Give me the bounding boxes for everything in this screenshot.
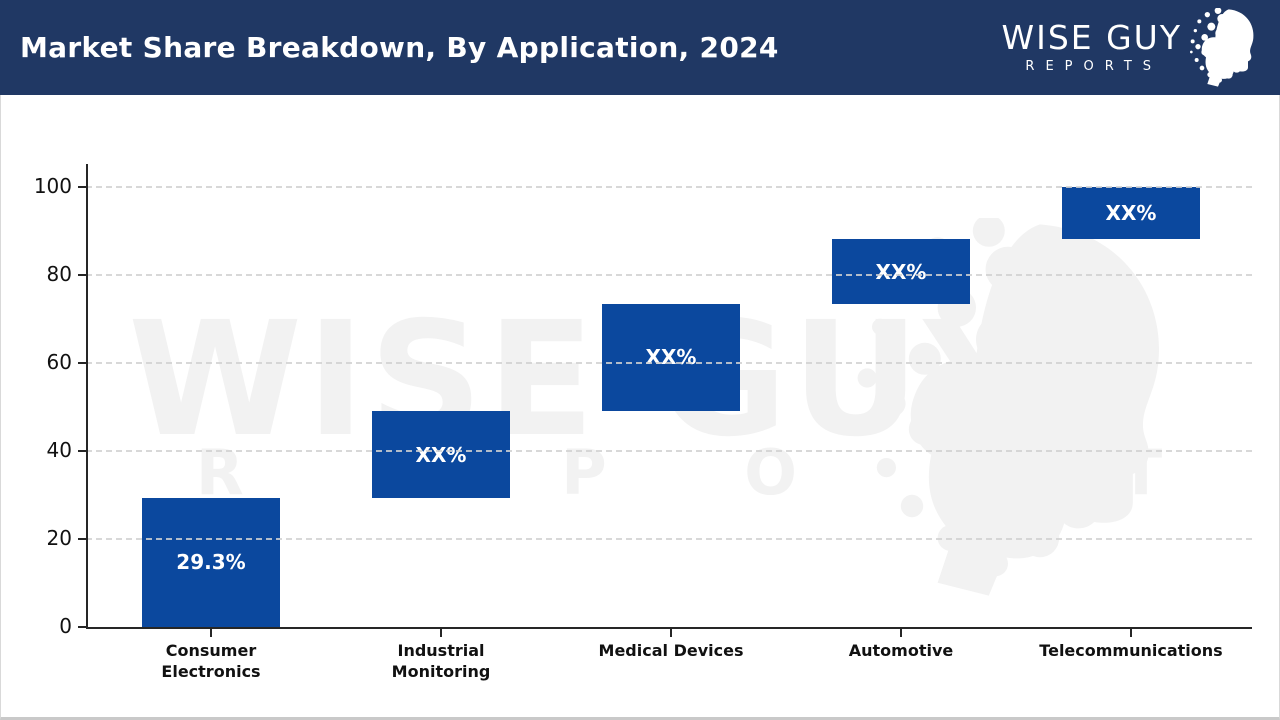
gridline-80 [86, 273, 1252, 276]
bar-value-label: XX% [1105, 200, 1157, 225]
gridline-60 [86, 361, 1252, 364]
bar-value-label: XX% [875, 259, 927, 284]
x-tick-mark-3 [900, 629, 902, 637]
brand-subname: REPORTS [1025, 59, 1163, 74]
bar-segment-1: XX% [372, 411, 510, 498]
y-tick-label-0: 0 [59, 614, 72, 638]
brand-name: WISE GUY [1001, 18, 1182, 57]
y-tick-mark-40 [78, 449, 86, 452]
bar-value-label: XX% [415, 442, 467, 467]
gridline-100 [86, 185, 1252, 188]
gridline-20 [86, 537, 1252, 540]
brand-logo-text: WISE GUY REPORTS [1001, 21, 1182, 74]
x-axis-line [86, 627, 1252, 629]
y-tick-label-20: 20 [46, 525, 72, 550]
x-tick-label-3: Automotive [848, 641, 954, 660]
bar-segment-2: XX% [602, 303, 740, 412]
bar-value-label: XX% [645, 345, 697, 370]
x-tick-label-1: Industrial Monitoring [391, 641, 491, 681]
header-bar: Market Share Breakdown, By Application, … [0, 0, 1280, 95]
y-tick-mark-60 [78, 361, 86, 364]
bar-segment-0: 29.3% [142, 497, 280, 627]
y-tick-mark-0 [78, 626, 86, 628]
x-tick-mark-1 [440, 629, 442, 637]
y-tick-mark-80 [78, 273, 86, 276]
x-tick-label-4: Telecommunications [1039, 641, 1223, 660]
y-axis-line [86, 164, 88, 629]
bar-segment-4: XX% [1062, 186, 1200, 240]
x-tick-mark-0 [210, 629, 212, 637]
x-tick-label-0: Consumer Electronics [161, 641, 261, 681]
page-title: Market Share Breakdown, By Application, … [20, 31, 779, 64]
brand-logo: WISE GUY REPORTS [1001, 7, 1258, 88]
bar-value-label: 29.3% [176, 550, 246, 575]
bar-segment-3: XX% [832, 239, 970, 304]
y-tick-mark-100 [78, 185, 86, 188]
y-tick-label-80: 80 [46, 261, 72, 286]
y-tick-label-60: 60 [46, 349, 72, 374]
x-tick-mark-2 [670, 629, 672, 637]
gridline-40 [86, 449, 1252, 452]
dotted-head-profile-icon [1190, 7, 1254, 87]
x-tick-label-2: Medical Devices [598, 641, 744, 660]
y-tick-mark-20 [78, 537, 86, 540]
y-tick-label-40: 40 [46, 437, 72, 462]
x-tick-mark-4 [1130, 629, 1132, 637]
y-tick-label-100: 100 [33, 173, 72, 198]
